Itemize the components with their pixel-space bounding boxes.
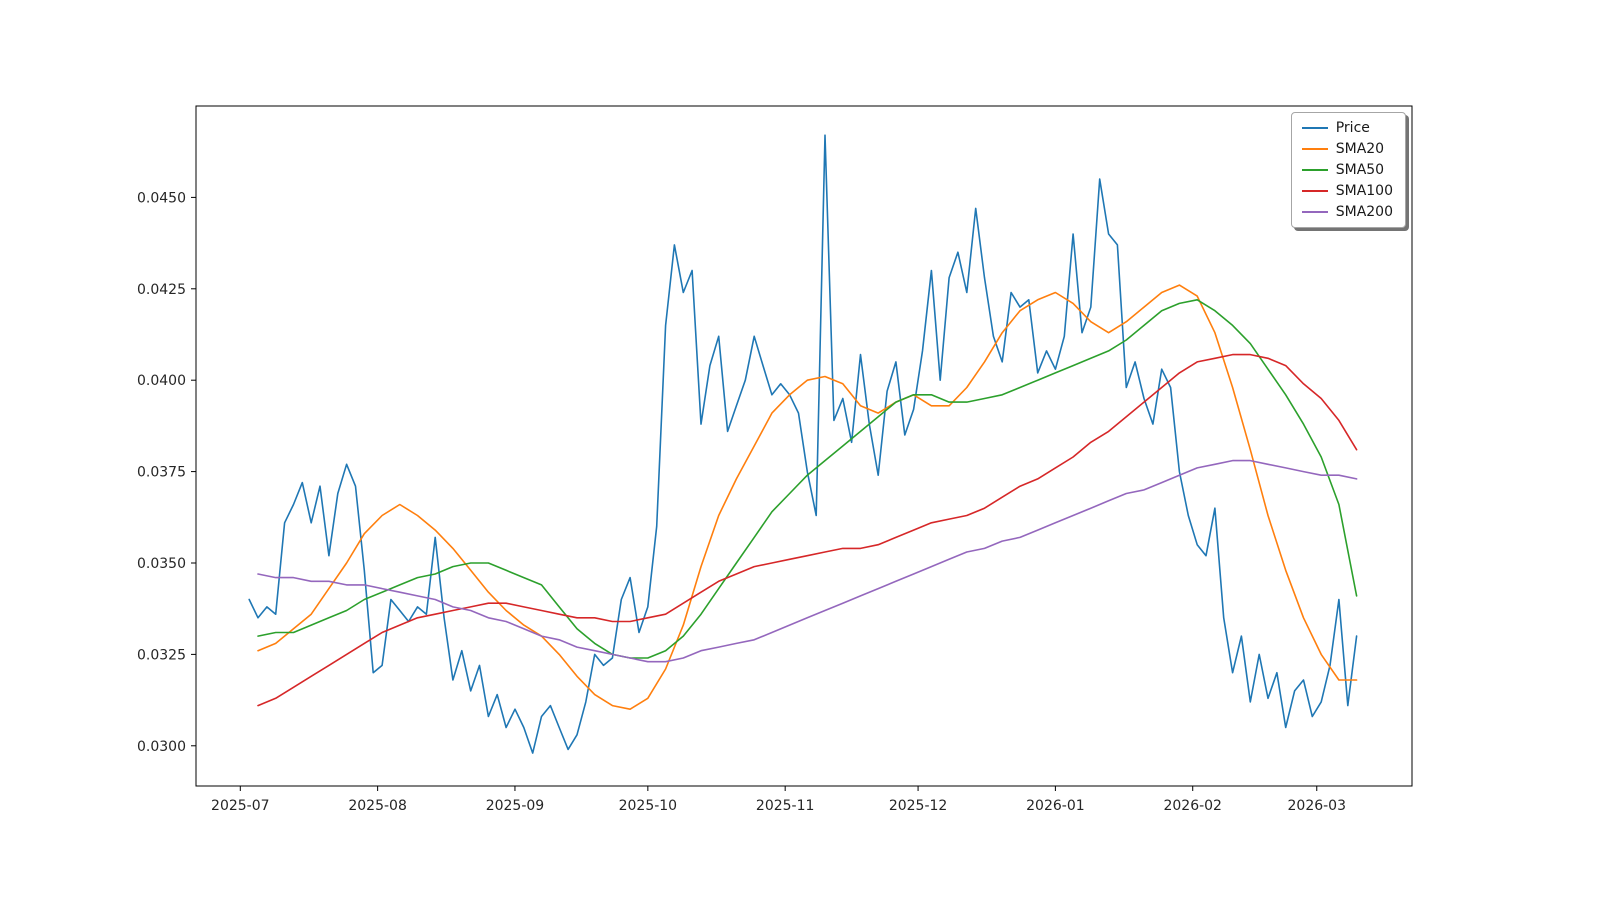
y-tick-label: 0.0425 [137,282,186,298]
x-tick-label: 2025-08 [348,798,407,814]
legend-item-sma50: SMA50 [1301,162,1393,178]
legend-label: SMA50 [1335,162,1385,178]
legend-item-sma100: SMA100 [1301,183,1393,199]
plot-border [195,105,1413,787]
y-tick-label: 0.0400 [137,373,186,389]
legend-line-swatch [1301,211,1328,213]
x-tick-label: 2025-12 [889,798,948,814]
legend-line-swatch [1301,169,1328,171]
price-line [248,134,1358,754]
x-tick-label: 2026-03 [1288,798,1347,814]
x-tick-label: 2025-10 [619,798,678,814]
x-tick-label: 2026-02 [1163,798,1222,814]
legend-line-swatch [1301,148,1328,150]
y-tick-label: 0.0300 [137,739,186,755]
legend-label: SMA100 [1335,183,1393,199]
legend-label: SMA20 [1335,141,1385,157]
x-tick-label: 2025-09 [486,798,545,814]
y-tick-label: 0.0450 [137,190,186,206]
x-tick-label: 2025-11 [756,798,815,814]
legend-label: SMA200 [1335,204,1393,220]
legend: Price SMA20 SMA50 SMA100 SMA200 [1290,112,1406,228]
y-tick-label: 0.0325 [137,647,186,663]
y-tick-label: 0.0375 [137,465,186,481]
legend-line-swatch [1301,190,1328,192]
legend-label: Price [1335,120,1370,136]
legend-item-sma200: SMA200 [1301,204,1393,220]
legend-line-swatch [1301,127,1328,129]
sma20-line [257,284,1358,711]
sma50-line [257,298,1358,659]
sma200-line [257,459,1358,663]
legend-item-price: Price [1301,120,1393,136]
x-tick-label: 2025-07 [211,798,270,814]
y-tick-label: 0.0350 [137,556,186,572]
legend-item-sma20: SMA20 [1301,141,1393,157]
x-tick-label: 2026-01 [1026,798,1085,814]
sma100-line [257,353,1358,707]
